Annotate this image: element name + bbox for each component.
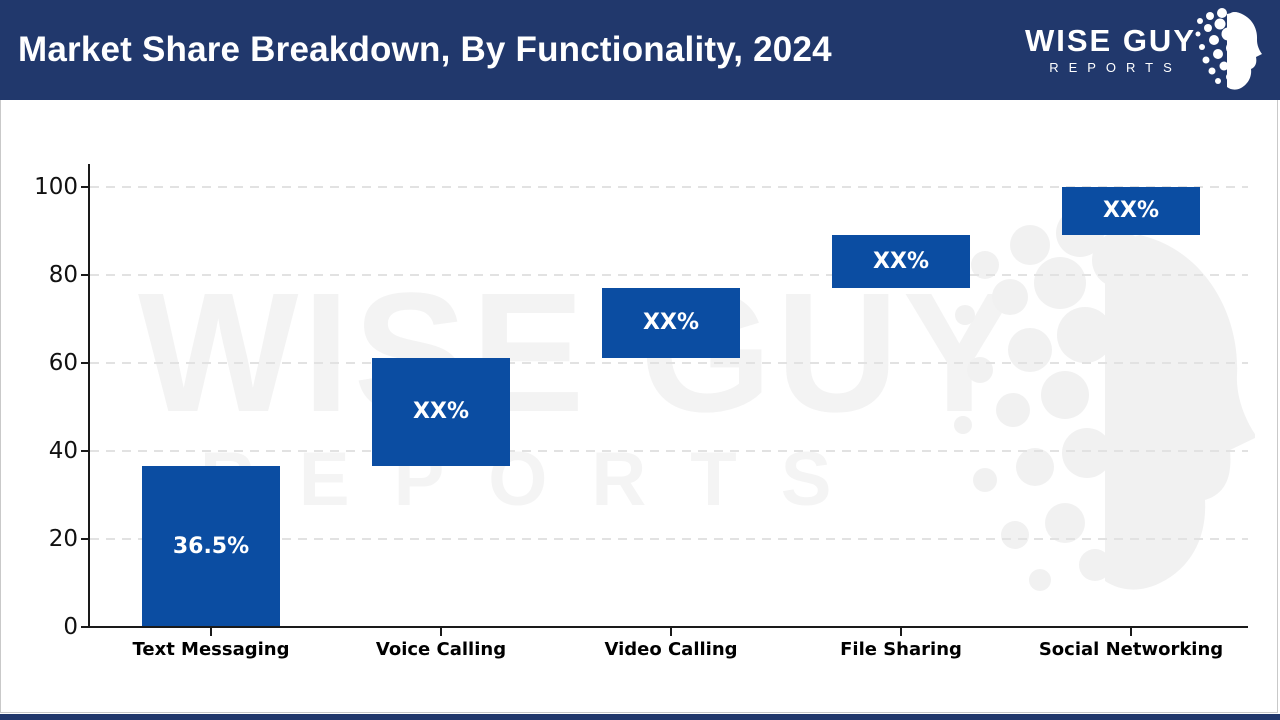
x-tick-mark-4 [1130,628,1132,636]
footer-bar [0,714,1280,720]
x-tick-label-2: Video Calling [604,639,738,660]
y-tick-label-40: 40 [48,437,78,464]
y-tick-mark-40 [81,449,88,452]
gridline-40 [90,449,1248,452]
y-tick-label-20: 20 [48,525,78,552]
gridline-60 [90,361,1248,364]
y-tick-label-0: 0 [63,613,78,640]
y-tick-mark-60 [81,361,88,364]
header-bar: Market Share Breakdown, By Functionality… [0,0,1280,100]
gridline-80 [90,273,1248,276]
gridline-20 [90,537,1248,540]
x-tick-label-0: Text Messaging [132,639,290,660]
y-axis-line [88,164,90,628]
x-tick-mark-1 [440,628,442,636]
chart-title: Market Share Breakdown, By Functionality… [18,30,832,69]
x-axis-line [88,626,1248,628]
x-tick-label-1: Voice Calling [375,639,507,660]
gridline-100 [90,185,1248,188]
y-tick-label-80: 80 [48,261,78,288]
bar-value-label: XX% [413,399,469,425]
bar-value-label: XX% [1103,198,1159,224]
logo-reports-text: REPORTS [1049,59,1182,75]
bar-text-messaging: 36.5% [142,465,280,627]
bar-file-sharing: XX% [832,234,970,288]
x-tick-label-4: Social Networking [1038,639,1224,660]
y-tick-mark-80 [81,273,88,276]
bar-value-label: XX% [873,248,929,274]
bar-video-calling: XX% [602,287,740,359]
brand-logo: WISE GUY REPORTS [1025,7,1262,93]
x-tick-mark-0 [210,628,212,636]
x-tick-mark-3 [900,628,902,636]
x-tick-mark-2 [670,628,672,636]
watermark-text-wiseguy: WISE GUY [138,258,1021,448]
bar-social-networking: XX% [1062,186,1200,235]
y-tick-label-100: 100 [34,173,78,200]
watermark-head-icon [954,209,1255,591]
y-tick-mark-20 [81,537,88,540]
watermark-text-reports: REPORTS [200,437,876,522]
y-tick-mark-0 [81,625,88,628]
y-tick-label-60: 60 [48,349,78,376]
x-tick-label-3: File Sharing [840,639,962,660]
logo-head-icon [1195,8,1262,90]
y-tick-mark-100 [81,185,88,188]
bar-value-label: XX% [643,310,699,336]
logo-wiseguy-text: WISE GUY [1024,23,1196,59]
bar-voice-calling: XX% [372,358,510,466]
bar-value-label: 36.5% [172,533,250,559]
